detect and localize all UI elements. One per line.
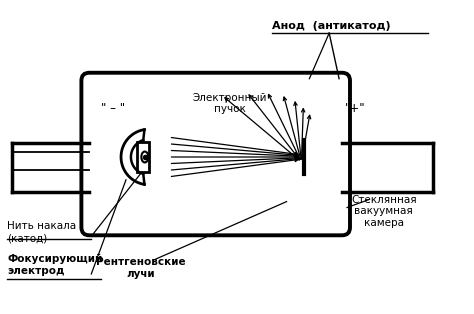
Ellipse shape	[141, 152, 148, 162]
Text: "+": "+"	[345, 102, 365, 115]
Text: Фокусирующий
электрод: Фокусирующий электрод	[7, 254, 102, 276]
Bar	[137, 142, 149, 172]
Text: Анод  (антикатод): Анод (антикатод)	[272, 21, 390, 31]
Text: Рентгеновские
лучи: Рентгеновские лучи	[96, 257, 186, 279]
FancyBboxPatch shape	[82, 73, 350, 235]
Text: Электронный
пучок: Электронный пучок	[193, 93, 267, 114]
Text: Стеклянная
вакуумная
камера: Стеклянная вакуумная камера	[351, 195, 417, 228]
Text: Нить накала
(катод): Нить накала (катод)	[7, 221, 76, 243]
Text: " – ": " – "	[101, 102, 125, 115]
